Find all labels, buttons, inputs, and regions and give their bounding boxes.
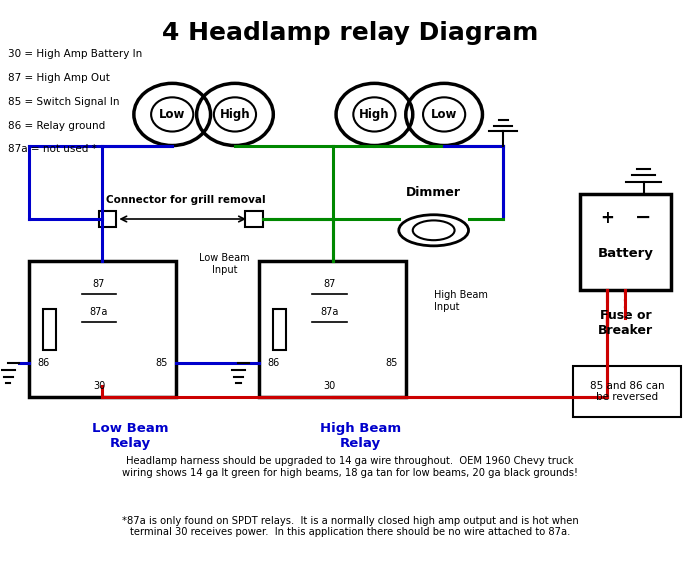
- Bar: [43, 309, 56, 349]
- Ellipse shape: [413, 220, 454, 240]
- Text: 85: 85: [386, 358, 398, 368]
- Bar: [573, 366, 681, 417]
- Text: 87: 87: [323, 279, 335, 289]
- Text: High Beam
Relay: High Beam Relay: [320, 423, 401, 450]
- Text: 87a: 87a: [320, 307, 338, 318]
- Text: 87: 87: [93, 279, 105, 289]
- Text: 30: 30: [323, 381, 335, 391]
- Text: Fuse or
Breaker: Fuse or Breaker: [598, 310, 653, 337]
- Text: Headlamp harness should be upgraded to 14 ga wire throughout.  OEM 1960 Chevy tr: Headlamp harness should be upgraded to 1…: [122, 457, 578, 478]
- FancyBboxPatch shape: [260, 261, 406, 397]
- Text: 87 = High Amp Out: 87 = High Amp Out: [8, 73, 110, 83]
- Text: Low Beam
Input: Low Beam Input: [199, 253, 250, 274]
- FancyBboxPatch shape: [29, 261, 176, 397]
- Text: High Beam
Input: High Beam Input: [434, 290, 487, 312]
- Bar: [273, 309, 286, 349]
- Text: Low Beam
Relay: Low Beam Relay: [92, 423, 169, 450]
- Bar: [580, 194, 671, 290]
- Text: 86 = Relay ground: 86 = Relay ground: [8, 120, 106, 131]
- Text: Dimmer: Dimmer: [406, 186, 461, 199]
- Text: 85 = Switch Signal In: 85 = Switch Signal In: [8, 97, 120, 107]
- Bar: [246, 211, 262, 227]
- Ellipse shape: [399, 215, 468, 246]
- Text: Low: Low: [431, 108, 457, 121]
- Text: 87a = not used *: 87a = not used *: [8, 144, 97, 154]
- Text: Connector for grill removal: Connector for grill removal: [106, 195, 266, 205]
- Text: 30: 30: [93, 381, 105, 391]
- Text: −: −: [636, 208, 652, 227]
- Text: 87a: 87a: [90, 307, 108, 318]
- Text: 30 = High Amp Battery In: 30 = High Amp Battery In: [8, 49, 143, 60]
- Text: High: High: [359, 108, 390, 121]
- Text: +: +: [601, 208, 614, 227]
- Bar: [99, 211, 116, 227]
- Text: Battery: Battery: [598, 247, 653, 260]
- Text: 85: 85: [155, 358, 168, 368]
- Text: High: High: [220, 108, 251, 121]
- Text: *87a is only found on SPDT relays.  It is a normally closed high amp output and : *87a is only found on SPDT relays. It is…: [122, 516, 578, 537]
- Text: 4 Headlamp relay Diagram: 4 Headlamp relay Diagram: [162, 21, 538, 45]
- Text: 86: 86: [267, 358, 279, 368]
- Text: 86: 86: [37, 358, 49, 368]
- Text: Low: Low: [159, 108, 186, 121]
- Text: 85 and 86 can
be reversed: 85 and 86 can be reversed: [590, 381, 664, 402]
